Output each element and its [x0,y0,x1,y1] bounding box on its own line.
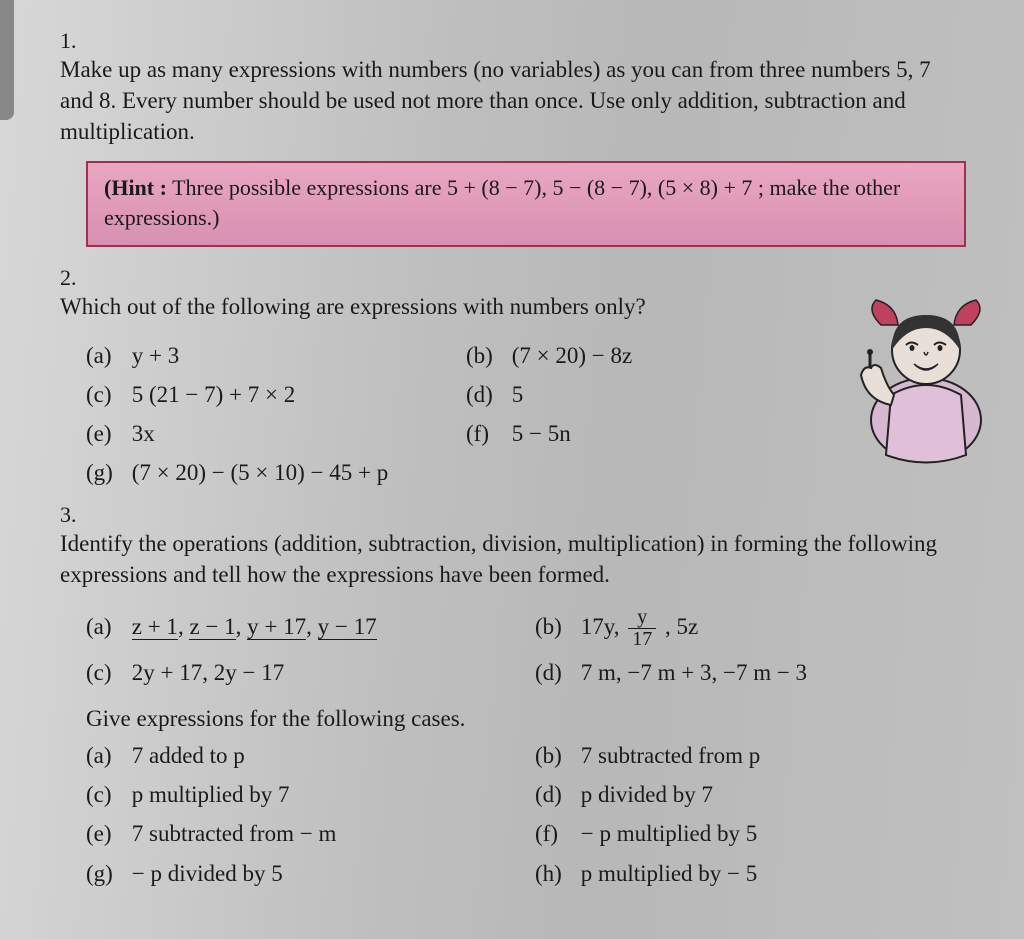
q2-opt-g: (g) (7 × 20) − (5 × 10) − 45 + p [86,453,846,492]
q2-opt-c: (c) 5 (21 − 7) + 7 × 2 [86,375,466,414]
q1-text: Make up as many expressions with numbers… [60,54,960,147]
opt-label: (g) [86,453,126,492]
opt-label: (c) [86,775,126,814]
q4-opt-c: (c) p multiplied by 7 [86,775,535,814]
hint-expressions: 5 + (8 − 7), 5 − (8 − 7), (5 × 8) + 7 [447,175,752,200]
hint-body: Three possible expressions are [172,175,447,200]
q3-options: (a) z + 1, z − 1, y + 17, y − 17 (b) 17y… [86,604,984,696]
q3-opt-a: (a) z + 1, z − 1, y + 17, y − 17 [86,604,535,650]
q2-opt-a: (a) y + 3 [86,336,466,375]
hint-label: (Hint : [104,175,167,200]
q2-options: (a) y + 3 (b) (7 × 20) − 8z (c) 5 (21 − … [86,336,846,492]
q3-opt-d: (d) 7 m, −7 m + 3, −7 m − 3 [535,650,984,696]
q4-opt-b: (b) 7 subtracted from p [535,736,984,775]
q1-number: 1. [60,28,86,54]
opt-value: y + 3 [132,343,179,368]
opt-label: (d) [535,650,575,696]
hint-box: (Hint : Three possible expressions are 5… [86,161,966,246]
sep: , [178,614,190,639]
opt-value: (7 × 20) − (5 × 10) − 45 + p [132,460,389,485]
opt-value: − p divided by 5 [132,861,283,886]
opt-label: (a) [86,336,126,375]
opt-value: (7 × 20) − 8z [512,343,632,368]
expr-part: z + 1 [132,614,178,640]
expr-pre: 17y, [581,614,626,639]
q3-opt-b: (b) 17y, y 17 , 5z [535,604,984,650]
q4-opt-g: (g) − p divided by 5 [86,854,535,893]
expr-part: z − 1 [189,614,235,640]
opt-value: p multiplied by − 5 [581,861,758,886]
q4-title: Give expressions for the following cases… [86,706,984,732]
q2-opt-f: (f) 5 − 5n [466,414,846,453]
q4-opt-e: (e) 7 subtracted from − m [86,814,535,853]
opt-label: (e) [86,414,126,453]
opt-value: 7 m, −7 m + 3, −7 m − 3 [581,660,807,685]
sep: , [236,614,248,639]
opt-value: 2y + 17, 2y − 17 [132,660,284,685]
opt-value: p divided by 7 [581,782,713,807]
q4-opt-f: (f) − p multiplied by 5 [535,814,984,853]
opt-label: (b) [466,336,506,375]
opt-label: (c) [86,650,126,696]
q3-number: 3. [60,502,86,528]
opt-label: (b) [535,736,575,775]
opt-label: (a) [86,736,126,775]
q2-number: 2. [60,265,86,291]
opt-label: (d) [466,375,506,414]
q4-opt-a: (a) 7 added to p [86,736,535,775]
opt-value: 5 [512,382,524,407]
fraction-denominator: 17 [628,629,656,650]
opt-label: (h) [535,854,575,893]
opt-value: 7 subtracted from − m [132,821,337,846]
fraction-numerator: y [628,607,656,629]
opt-value: 7 added to p [132,743,245,768]
girl-illustration-icon [836,280,1006,470]
opt-value: − p multiplied by 5 [581,821,758,846]
opt-label: (e) [86,814,126,853]
expr-post: , 5z [665,614,698,639]
opt-label: (d) [535,775,575,814]
opt-label: (g) [86,854,126,893]
q2-opt-d: (d) 5 [466,375,846,414]
q3-text: Identify the operations (addition, subtr… [60,528,960,590]
opt-value: p multiplied by 7 [132,782,290,807]
page-edge [0,0,14,120]
opt-value: 3x [132,421,155,446]
opt-label: (b) [535,604,575,650]
fraction: y 17 [628,607,656,650]
question-3: 3. Identify the operations (addition, su… [60,502,984,590]
opt-label: (f) [535,814,575,853]
expr-part: y − 17 [318,614,377,640]
q2-opt-e: (e) 3x [86,414,466,453]
q3-opt-c: (c) 2y + 17, 2y − 17 [86,650,535,696]
opt-label: (a) [86,604,126,650]
opt-label: (c) [86,375,126,414]
q2-opt-b: (b) (7 × 20) − 8z [466,336,846,375]
expr-part: y + 17 [247,614,306,640]
q4-options: (a) 7 added to p (b) 7 subtracted from p… [86,736,984,892]
question-1: 1. Make up as many expressions with numb… [60,28,984,147]
q4-opt-d: (d) p divided by 7 [535,775,984,814]
opt-value: 7 subtracted from p [581,743,760,768]
opt-label: (f) [466,414,506,453]
q2-text: Which out of the following are expressio… [60,291,960,322]
opt-value: 5 (21 − 7) + 7 × 2 [132,382,295,407]
q4-opt-h: (h) p multiplied by − 5 [535,854,984,893]
textbook-page: 1. Make up as many expressions with numb… [0,0,1024,939]
opt-value: 5 − 5n [512,421,571,446]
sep: , [306,614,318,639]
